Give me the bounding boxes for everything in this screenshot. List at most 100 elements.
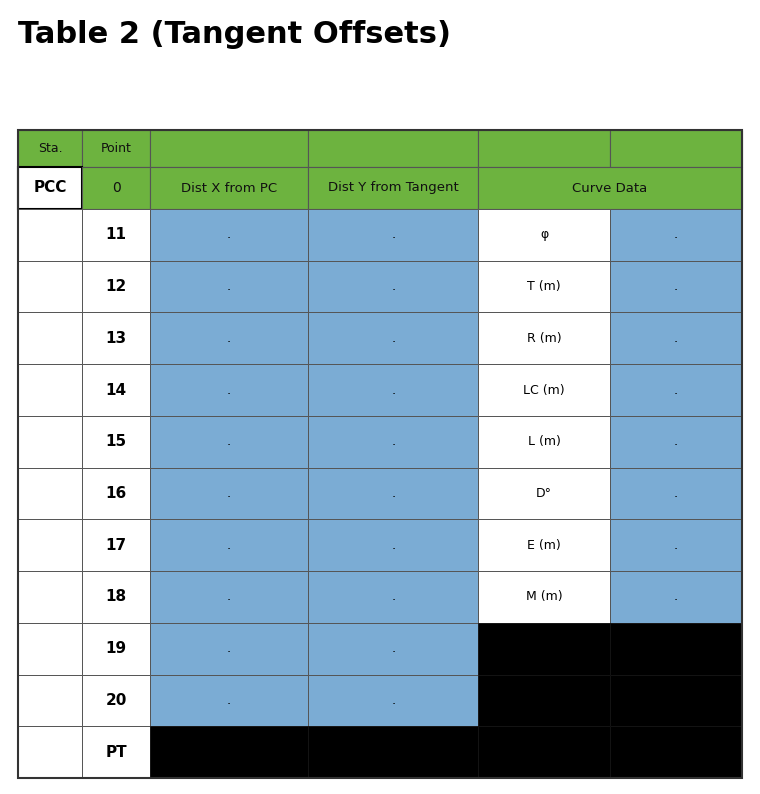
Text: .: . xyxy=(674,435,678,449)
Bar xyxy=(610,727,742,778)
Bar xyxy=(610,364,742,416)
Bar xyxy=(478,416,610,468)
Bar xyxy=(478,675,610,727)
Bar xyxy=(150,622,309,675)
Bar xyxy=(18,364,82,416)
Bar xyxy=(478,260,610,313)
Bar xyxy=(18,130,742,778)
Bar xyxy=(610,313,742,364)
Bar xyxy=(18,622,82,675)
Text: 0: 0 xyxy=(112,181,120,195)
Bar xyxy=(150,416,309,468)
Bar xyxy=(309,727,478,778)
Bar xyxy=(478,727,610,778)
Text: 16: 16 xyxy=(106,486,127,501)
Bar xyxy=(478,130,610,167)
Bar xyxy=(309,313,478,364)
Bar xyxy=(18,313,82,364)
Bar xyxy=(18,416,82,468)
Text: Dist X from PC: Dist X from PC xyxy=(181,182,277,195)
Bar xyxy=(18,468,82,519)
Text: .: . xyxy=(674,538,678,552)
Bar xyxy=(478,364,610,416)
Bar xyxy=(82,416,150,468)
Bar xyxy=(478,468,610,519)
Bar xyxy=(82,167,150,209)
Bar xyxy=(610,260,742,313)
Text: 17: 17 xyxy=(106,538,127,553)
Bar xyxy=(610,571,742,622)
Text: .: . xyxy=(391,384,395,396)
Bar xyxy=(150,519,309,571)
Bar xyxy=(82,519,150,571)
Text: 12: 12 xyxy=(106,279,127,294)
Bar xyxy=(309,260,478,313)
Bar xyxy=(82,260,150,313)
Bar xyxy=(150,209,309,260)
Bar xyxy=(309,130,478,167)
Text: 11: 11 xyxy=(106,227,127,242)
Bar xyxy=(150,364,309,416)
Bar xyxy=(18,519,82,571)
Bar xyxy=(82,468,150,519)
Text: D°: D° xyxy=(536,487,552,500)
Bar xyxy=(82,313,150,364)
Text: .: . xyxy=(674,229,678,241)
Bar xyxy=(610,416,742,468)
Text: E (m): E (m) xyxy=(527,538,561,552)
Bar xyxy=(478,167,742,209)
Bar xyxy=(309,468,478,519)
Text: 18: 18 xyxy=(106,589,127,604)
Text: .: . xyxy=(674,384,678,396)
Bar xyxy=(478,622,610,675)
Text: .: . xyxy=(227,384,231,396)
Text: R (m): R (m) xyxy=(527,332,562,345)
Text: .: . xyxy=(674,332,678,345)
Bar xyxy=(82,209,150,260)
Bar xyxy=(610,675,742,727)
Text: .: . xyxy=(674,280,678,293)
Bar xyxy=(309,571,478,622)
Bar xyxy=(82,622,150,675)
Bar xyxy=(309,675,478,727)
Bar xyxy=(18,571,82,622)
Text: .: . xyxy=(391,591,395,603)
Text: Point: Point xyxy=(100,142,131,155)
Bar xyxy=(309,416,478,468)
Bar xyxy=(610,468,742,519)
Bar xyxy=(82,727,150,778)
Bar xyxy=(150,727,309,778)
Text: φ: φ xyxy=(540,229,548,241)
Text: .: . xyxy=(391,487,395,500)
Bar xyxy=(82,364,150,416)
Text: 14: 14 xyxy=(106,383,127,398)
Bar xyxy=(478,209,610,260)
Bar xyxy=(18,209,82,260)
Bar xyxy=(150,260,309,313)
Bar xyxy=(610,622,742,675)
Bar xyxy=(478,313,610,364)
Bar xyxy=(309,209,478,260)
Text: .: . xyxy=(227,280,231,293)
Text: .: . xyxy=(391,332,395,345)
Bar xyxy=(309,364,478,416)
Bar xyxy=(150,313,309,364)
Bar xyxy=(150,468,309,519)
Text: .: . xyxy=(391,280,395,293)
Bar xyxy=(309,622,478,675)
Text: .: . xyxy=(227,487,231,500)
Text: .: . xyxy=(674,487,678,500)
Text: .: . xyxy=(674,591,678,603)
Text: .: . xyxy=(227,642,231,655)
Text: 20: 20 xyxy=(106,693,127,708)
Text: .: . xyxy=(227,435,231,449)
Text: .: . xyxy=(227,591,231,603)
Text: PT: PT xyxy=(105,745,127,760)
Text: .: . xyxy=(391,435,395,449)
Bar xyxy=(309,167,478,209)
Text: LC (m): LC (m) xyxy=(523,384,565,396)
Text: M (m): M (m) xyxy=(526,591,562,603)
Bar xyxy=(150,571,309,622)
Bar xyxy=(150,167,309,209)
Text: 13: 13 xyxy=(106,331,127,346)
